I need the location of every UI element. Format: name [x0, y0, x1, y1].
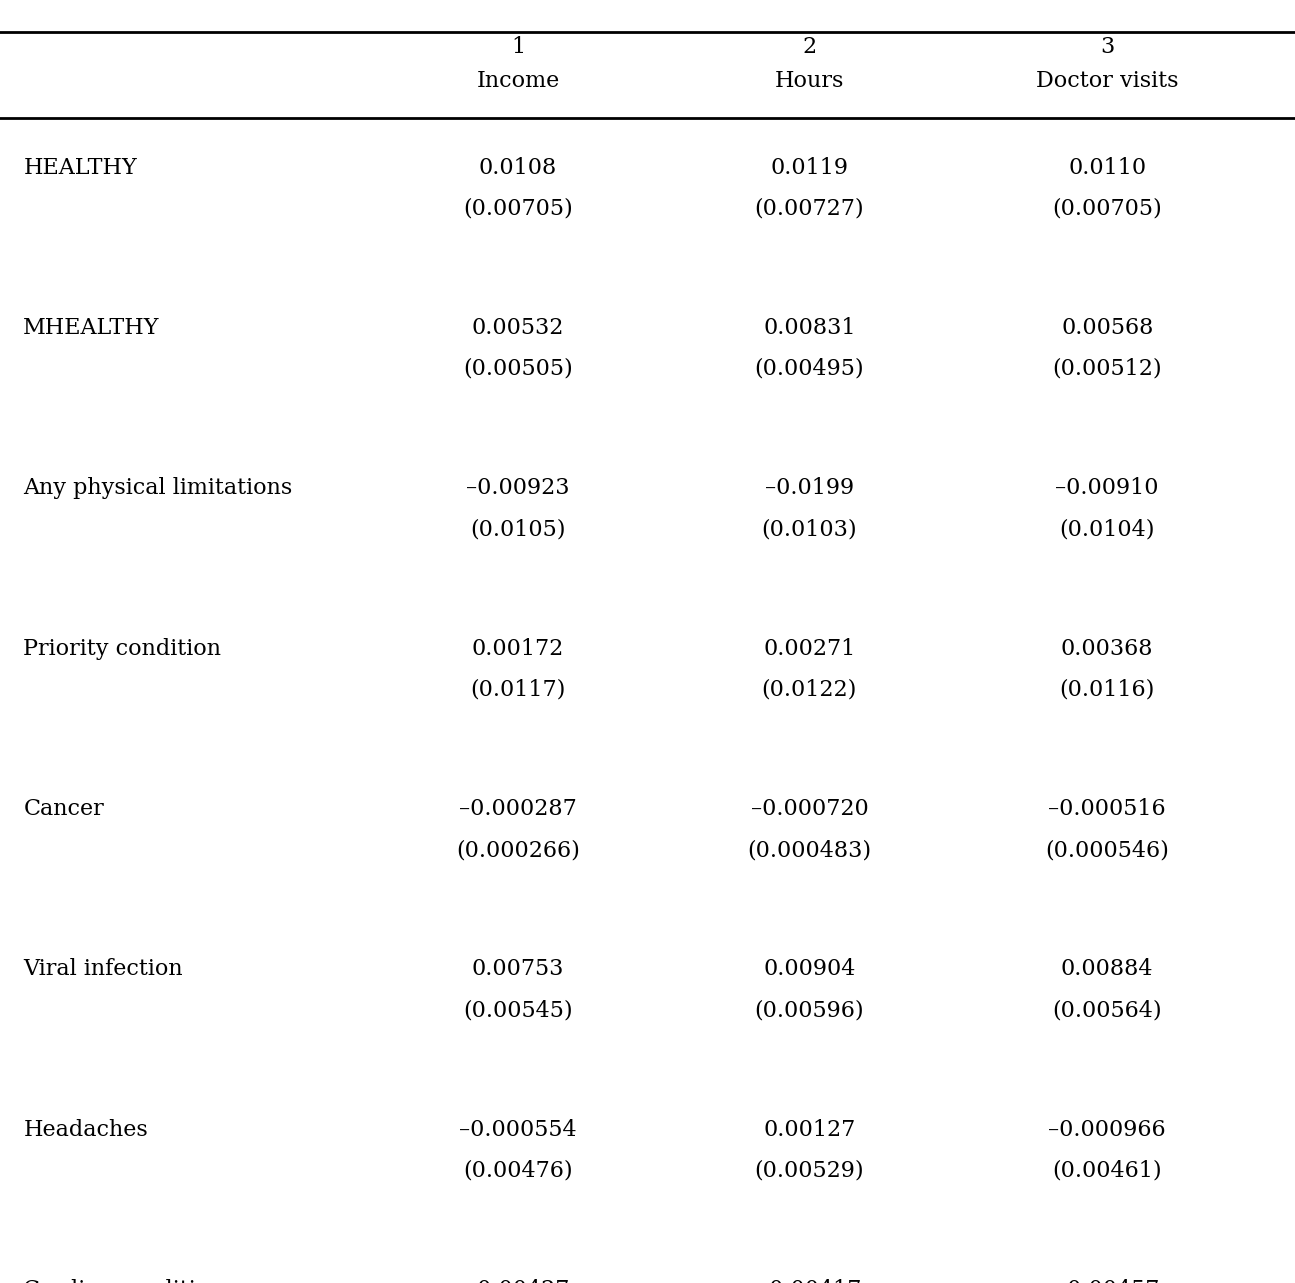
Text: Headaches: Headaches — [23, 1119, 148, 1141]
Text: –0.00457: –0.00457 — [1055, 1279, 1159, 1283]
Text: Any physical limitations: Any physical limitations — [23, 477, 293, 499]
Text: Doctor visits: Doctor visits — [1036, 71, 1178, 92]
Text: –0.00910: –0.00910 — [1055, 477, 1159, 499]
Text: (0.00596): (0.00596) — [755, 999, 864, 1021]
Text: (0.00476): (0.00476) — [464, 1160, 572, 1182]
Text: (0.0104): (0.0104) — [1059, 518, 1155, 540]
Text: –0.000516: –0.000516 — [1049, 798, 1166, 820]
Text: 0.0119: 0.0119 — [771, 157, 848, 178]
Text: Priority condition: Priority condition — [23, 638, 221, 659]
Text: –0.000966: –0.000966 — [1049, 1119, 1166, 1141]
Text: (0.0122): (0.0122) — [761, 679, 857, 701]
Text: HEALTHY: HEALTHY — [23, 157, 137, 178]
Text: –0.00923: –0.00923 — [466, 477, 570, 499]
Text: 0.00831: 0.00831 — [763, 317, 856, 339]
Text: 0.00271: 0.00271 — [763, 638, 856, 659]
Text: –0.00417: –0.00417 — [758, 1279, 861, 1283]
Text: (0.0105): (0.0105) — [470, 518, 566, 540]
Text: (0.0116): (0.0116) — [1059, 679, 1155, 701]
Text: 3: 3 — [1099, 36, 1115, 58]
Text: –0.000720: –0.000720 — [751, 798, 868, 820]
Text: 0.00368: 0.00368 — [1061, 638, 1154, 659]
Text: –0.0199: –0.0199 — [765, 477, 853, 499]
Text: 1: 1 — [512, 36, 524, 58]
Text: (0.0117): (0.0117) — [470, 679, 566, 701]
Text: Cancer: Cancer — [23, 798, 104, 820]
Text: Viral infection: Viral infection — [23, 958, 183, 980]
Text: (0.000483): (0.000483) — [747, 839, 872, 861]
Text: Hours: Hours — [774, 71, 844, 92]
Text: (0.00727): (0.00727) — [755, 198, 864, 219]
Text: (0.00505): (0.00505) — [464, 358, 572, 380]
Text: 2: 2 — [803, 36, 816, 58]
Text: (0.00529): (0.00529) — [755, 1160, 864, 1182]
Text: 0.0110: 0.0110 — [1068, 157, 1146, 178]
Text: 0.00904: 0.00904 — [763, 958, 856, 980]
Text: (0.00512): (0.00512) — [1053, 358, 1162, 380]
Text: (0.000546): (0.000546) — [1045, 839, 1169, 861]
Text: (0.00564): (0.00564) — [1053, 999, 1162, 1021]
Text: 0.00172: 0.00172 — [471, 638, 565, 659]
Text: (0.00495): (0.00495) — [755, 358, 864, 380]
Text: MHEALTHY: MHEALTHY — [23, 317, 159, 339]
Text: (0.0103): (0.0103) — [761, 518, 857, 540]
Text: 0.00753: 0.00753 — [471, 958, 565, 980]
Text: 0.00532: 0.00532 — [471, 317, 565, 339]
Text: 0.00127: 0.00127 — [763, 1119, 856, 1141]
Text: (0.000266): (0.000266) — [456, 839, 580, 861]
Text: Cardiac condition: Cardiac condition — [23, 1279, 224, 1283]
Text: –0.000287: –0.000287 — [460, 798, 576, 820]
Text: –0.000554: –0.000554 — [460, 1119, 576, 1141]
Text: 0.0108: 0.0108 — [479, 157, 557, 178]
Text: 0.00884: 0.00884 — [1061, 958, 1154, 980]
Text: Income: Income — [477, 71, 559, 92]
Text: –0.00427: –0.00427 — [466, 1279, 570, 1283]
Text: (0.00705): (0.00705) — [464, 198, 572, 219]
Text: (0.00461): (0.00461) — [1053, 1160, 1162, 1182]
Text: (0.00545): (0.00545) — [464, 999, 572, 1021]
Text: (0.00705): (0.00705) — [1053, 198, 1162, 219]
Text: 0.00568: 0.00568 — [1061, 317, 1154, 339]
